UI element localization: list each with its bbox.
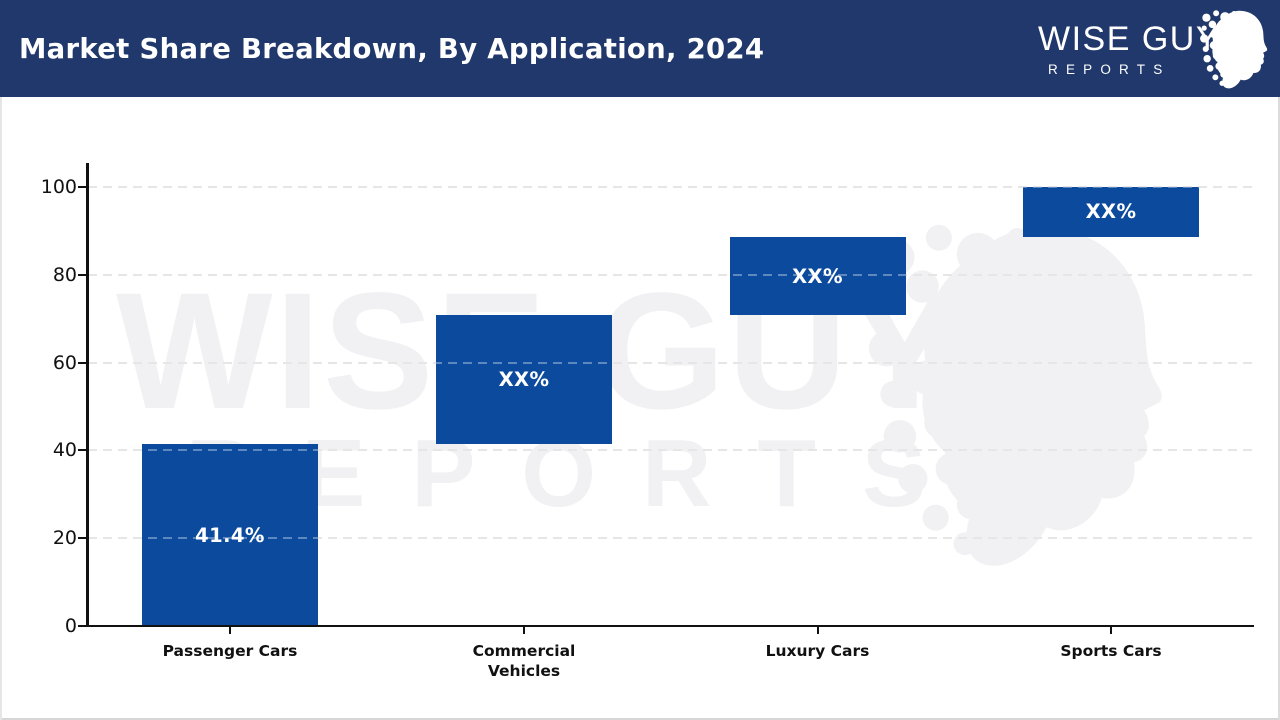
y-axis-tick-label: 40 bbox=[52, 439, 77, 462]
bar-value-label: XX% bbox=[792, 264, 843, 288]
gridline bbox=[88, 537, 1258, 540]
y-axis-tick-label: 60 bbox=[52, 351, 77, 374]
gridline bbox=[88, 273, 1258, 276]
x-axis-tick-mark bbox=[523, 627, 525, 634]
gridline-overlay bbox=[88, 537, 1258, 540]
bar-value-label: XX% bbox=[1085, 200, 1137, 224]
y-axis-tick-mark bbox=[78, 449, 87, 452]
y-axis-tick-mark bbox=[78, 625, 87, 627]
bar-value-label: XX% bbox=[498, 368, 550, 392]
y-axis-tick-label: 80 bbox=[52, 263, 77, 286]
y-axis-line bbox=[86, 163, 89, 627]
y-axis-tick-mark bbox=[78, 273, 87, 276]
gridline-overlay bbox=[88, 273, 1258, 276]
x-axis-tick-mark bbox=[229, 627, 231, 634]
gridline-overlay bbox=[88, 361, 1258, 364]
y-axis-tick-mark bbox=[78, 186, 87, 189]
y-axis-tick-label: 0 bbox=[64, 615, 77, 637]
wise-guy-logo: WISE GUY REPORTS bbox=[1036, 7, 1274, 91]
logo-wordmark: WISE GUY bbox=[1038, 20, 1221, 58]
bar-sports-cars: XX% bbox=[1023, 187, 1199, 237]
x-axis-tick-mark bbox=[816, 627, 819, 634]
y-axis-tick-mark bbox=[78, 361, 87, 364]
x-axis-line bbox=[86, 624, 1254, 627]
watermark-head-icon bbox=[868, 224, 1162, 566]
gridline-overlay bbox=[88, 449, 1258, 452]
x-axis-category-label: Luxury Cars bbox=[765, 642, 870, 660]
gridline-overlay bbox=[88, 186, 1258, 189]
y-axis-tick-mark bbox=[78, 537, 87, 540]
y-axis-tick-label: 20 bbox=[52, 527, 77, 550]
bar-value-label: 41.4% bbox=[195, 523, 265, 547]
x-axis-category-label: Passenger Cars bbox=[162, 642, 298, 660]
bar-passenger-cars: 41.4% bbox=[142, 444, 318, 626]
x-axis-tick-mark bbox=[1110, 627, 1112, 634]
bar-commercial-vehicles: XX% bbox=[436, 315, 612, 445]
x-axis-category-label: Sports Cars bbox=[1060, 642, 1162, 660]
gridline bbox=[88, 361, 1258, 364]
chart-area: WISE GUY REPORTS 41.4% XX% XX% XX% 0 20 40 60 8… bbox=[0, 97, 1280, 720]
x-axis-category-label: Commercial Vehicles bbox=[472, 642, 576, 681]
page-title: Market Share Breakdown, By Application, … bbox=[19, 32, 765, 65]
header-bar: Market Share Breakdown, By Application, … bbox=[0, 0, 1280, 97]
y-axis-tick-label: 100 bbox=[40, 176, 77, 199]
gridline bbox=[88, 449, 1258, 452]
logo-subtext: REPORTS bbox=[1048, 62, 1171, 77]
bar-luxury-cars: XX% bbox=[729, 236, 906, 316]
gridline bbox=[88, 186, 1258, 189]
logo-head-icon bbox=[1200, 10, 1268, 89]
